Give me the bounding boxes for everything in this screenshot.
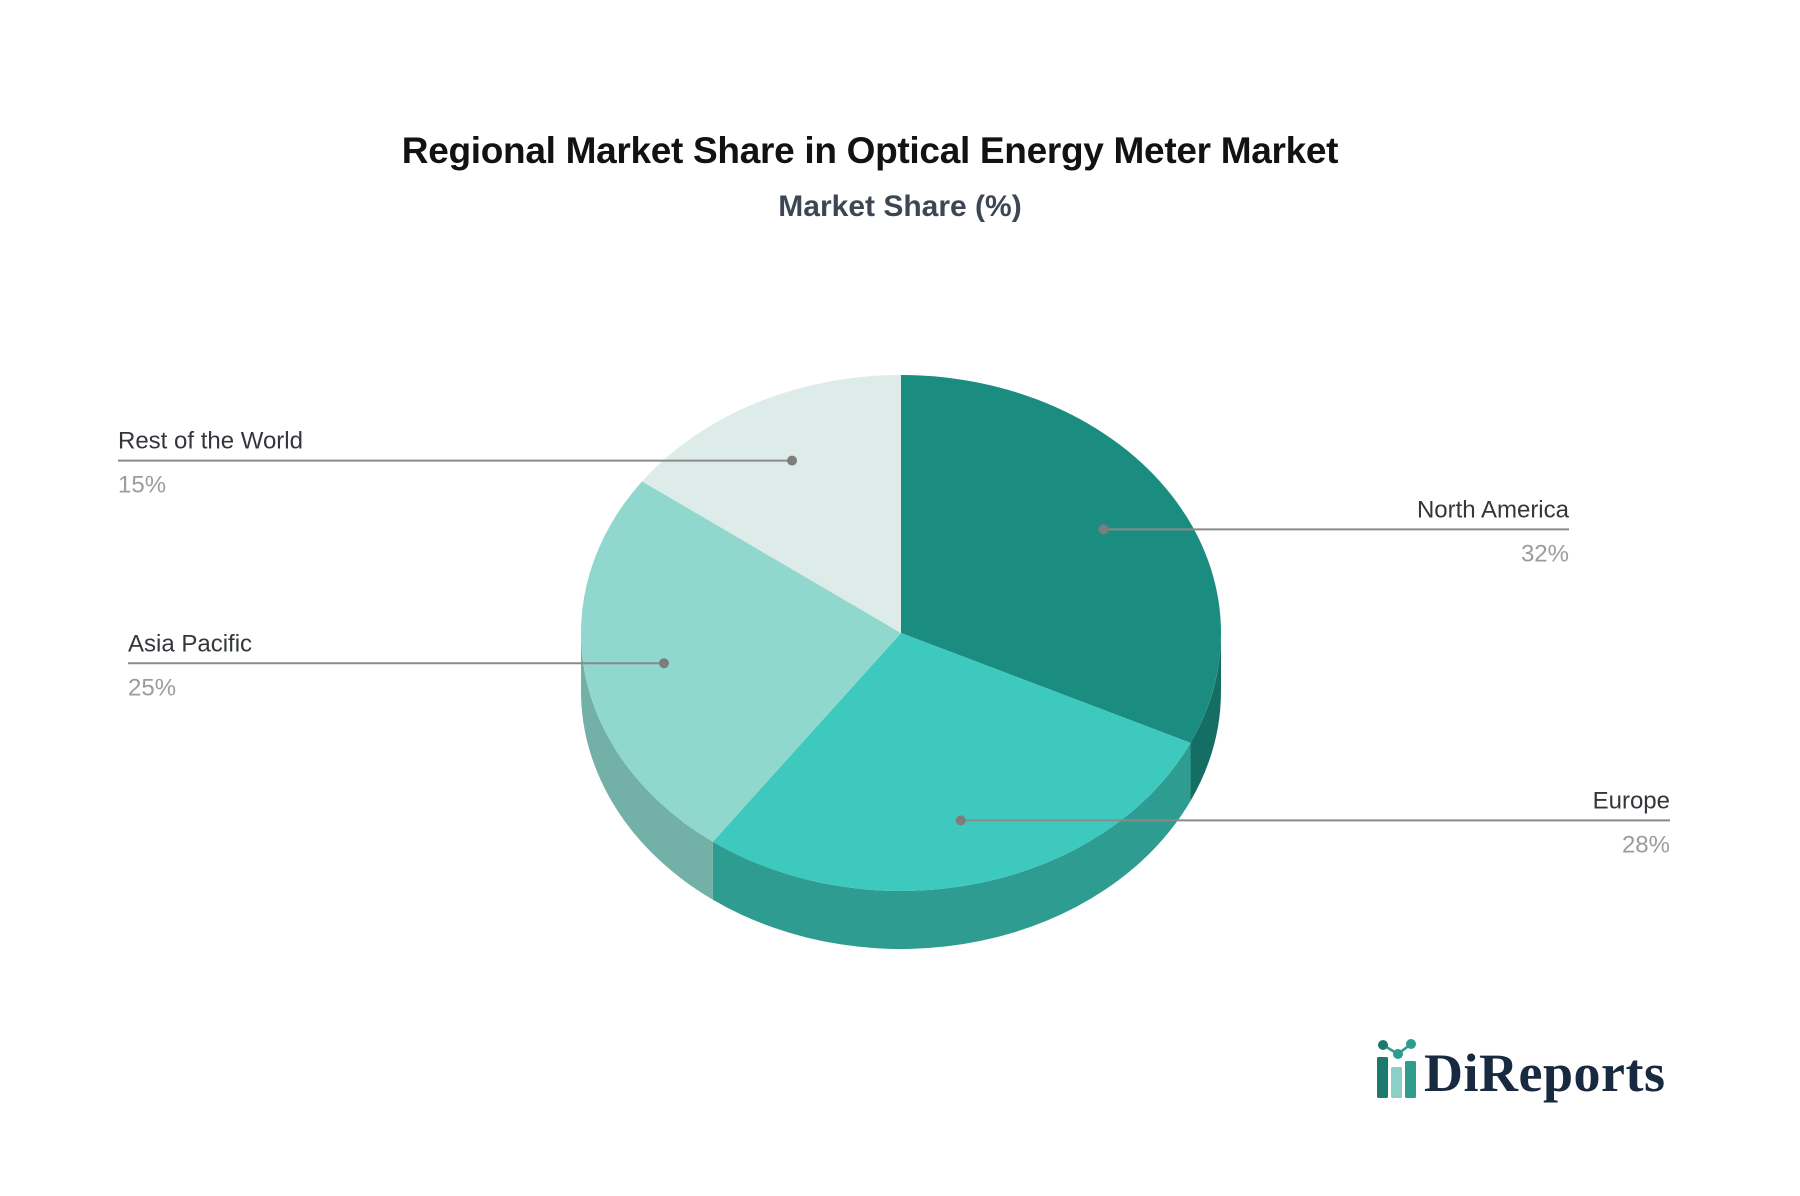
slice-value-europe: 28% <box>1622 831 1670 858</box>
chart-title: Regional Market Share in Optical Energy … <box>401 130 1339 171</box>
pie-slice-north-america[interactable] <box>901 375 1221 743</box>
pie-slice-side-north-america <box>1190 633 1221 801</box>
direports-logo-text: DiReports <box>1424 1043 1666 1103</box>
pie-slice-side-europe <box>712 742 1191 949</box>
pie-slice-side-asia-pacific <box>581 633 713 900</box>
chart-subtitle: Market Share (%) <box>778 190 1022 223</box>
direports-logo: DiReports <box>1374 1036 1665 1116</box>
leader-dot-north-america <box>1098 524 1109 535</box>
slice-label-north-america: North America <box>1417 496 1570 523</box>
pie-slice-rest-of-the-world[interactable] <box>642 374 901 633</box>
slice-label-rest-of-the-world: Rest of the World <box>118 428 303 455</box>
slice-label-europe: Europe <box>1593 787 1670 814</box>
pie-slice-europe[interactable] <box>712 633 1191 891</box>
leader-dot-europe <box>955 815 966 826</box>
direports-logo-icon <box>1377 1039 1416 1098</box>
leader-dot-rest-of-the-world <box>787 455 798 466</box>
slice-value-rest-of-the-world: 15% <box>118 472 166 499</box>
leader-dot-asia-pacific <box>658 658 669 669</box>
slice-value-asia-pacific: 25% <box>128 674 176 701</box>
pie-slice-asia-pacific[interactable] <box>580 481 901 842</box>
slice-value-north-america: 32% <box>1521 540 1569 567</box>
slice-label-asia-pacific: Asia Pacific <box>128 630 252 657</box>
